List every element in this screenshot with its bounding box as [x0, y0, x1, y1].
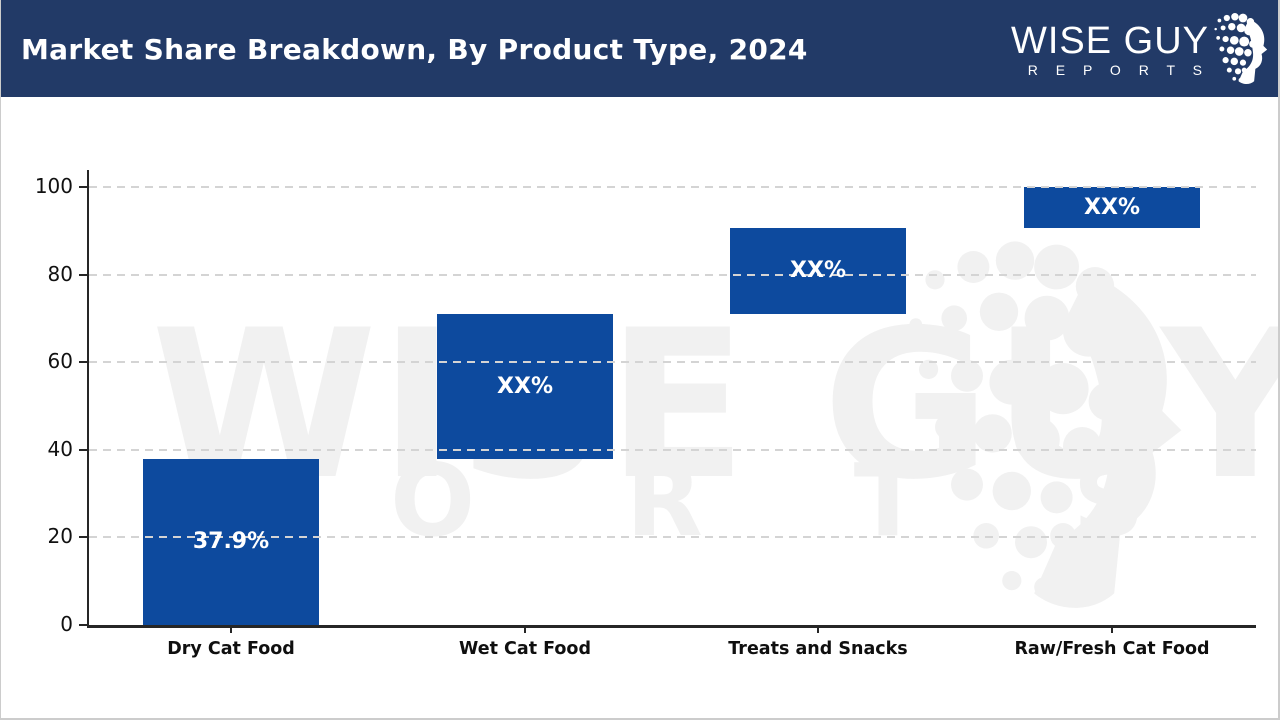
gridline [89, 273, 1256, 276]
y-tick-mark [79, 448, 87, 451]
y-tick-label: 100 [34, 174, 73, 198]
x-tick-mark [524, 625, 526, 633]
y-axis-line [87, 170, 89, 627]
bar-treats-and-snacks [730, 228, 906, 315]
y-tick-mark [79, 361, 87, 364]
header-bar: Market Share Breakdown, By Product Type,… [1, 0, 1278, 97]
y-tick-mark [79, 536, 87, 539]
x-category-label: Treats and Snacks [728, 639, 908, 659]
bar-value-label: XX% [497, 373, 553, 399]
bar-value-label: 37.9% [192, 528, 270, 554]
watermark: WISE GUY P O R T S [1, 97, 1278, 718]
bar-value-label: XX% [1084, 194, 1140, 220]
wiseguy-logo: WISE GUY R E P O R T S [1011, 0, 1271, 97]
gridline [89, 361, 1256, 364]
gridline [89, 186, 1256, 188]
y-tick-label: 40 [47, 436, 73, 461]
y-tick-label: 20 [47, 524, 73, 549]
gridline [89, 536, 1256, 539]
x-tick-mark [230, 625, 232, 633]
x-tick-mark [1111, 625, 1113, 633]
bar-value-label: XX% [790, 258, 846, 284]
bar-dry-cat-food [143, 458, 319, 625]
y-tick-label: 0 [60, 612, 73, 636]
x-category-label: Raw/Fresh Cat Food [1014, 639, 1210, 659]
waterfall-chart: 0 20 40 60 80 100 37.9% Dry Cat Food XX% Wet Cat … [1, 97, 1278, 718]
x-category-label: Dry Cat Food [167, 639, 295, 659]
y-tick-mark [79, 186, 87, 188]
logo-wordmark: WISE GUY [1010, 20, 1209, 62]
logo-subtext: R E P O R T S [1027, 62, 1209, 78]
gridline [89, 448, 1256, 451]
logo-face-icon [1214, 13, 1268, 85]
x-category-label: Wet Cat Food [459, 639, 591, 659]
y-tick-label: 80 [47, 261, 73, 286]
page-title: Market Share Breakdown, By Product Type,… [21, 33, 808, 66]
bar-wet-cat-food [437, 314, 613, 459]
y-tick-label: 60 [47, 349, 73, 374]
x-axis-line [87, 625, 1256, 628]
y-tick-mark [79, 273, 87, 276]
bar-raw-fresh-cat-food [1024, 187, 1200, 229]
x-tick-mark [817, 625, 819, 633]
y-tick-mark [79, 624, 87, 626]
